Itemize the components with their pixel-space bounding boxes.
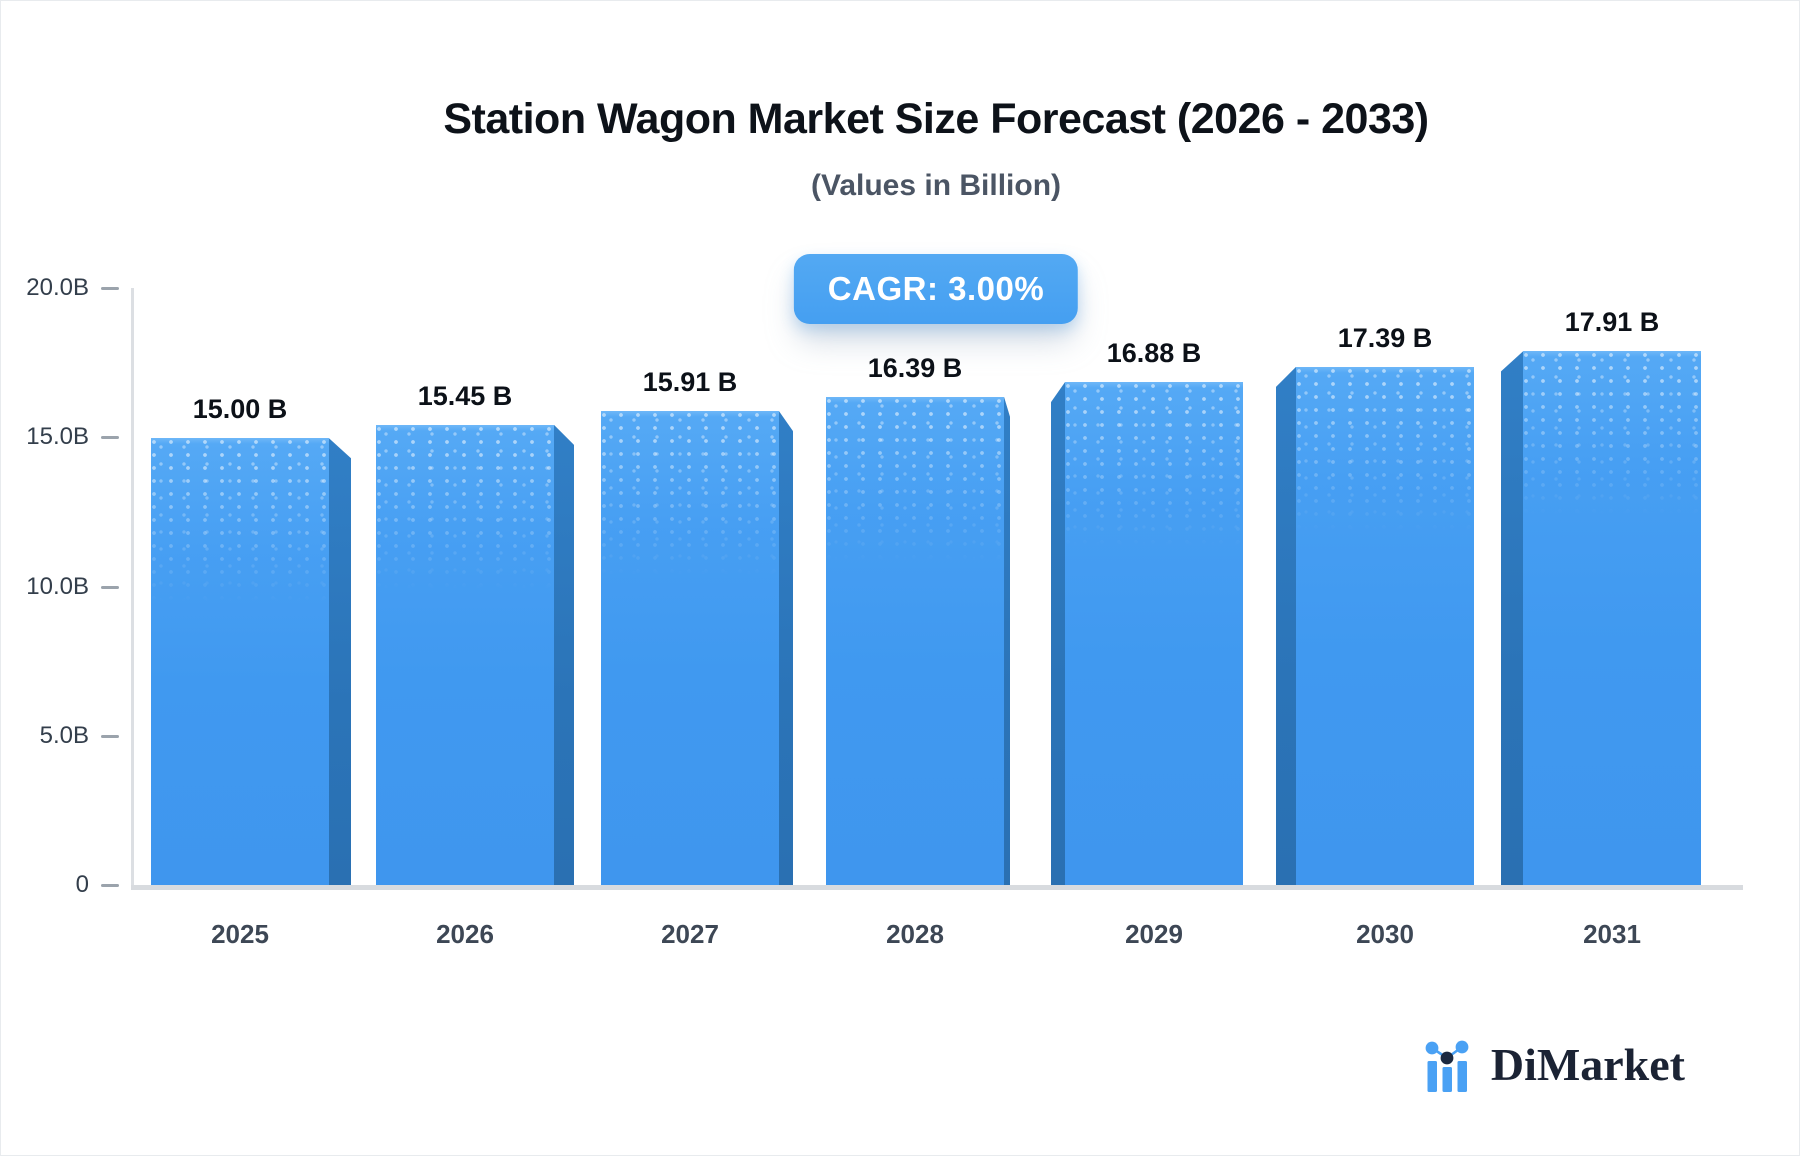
bar-front [601,411,779,885]
y-tick-mark [101,884,119,887]
y-tick-mark [101,287,119,290]
y-tick-label: 15.0B [26,423,89,451]
x-tick-label: 2027 [661,919,719,949]
bar-value-label: 16.88 B [1106,338,1202,369]
bar-front [1065,382,1243,885]
x-tick-label: 2025 [211,919,269,949]
x-tick-label: 2026 [436,919,494,949]
bar-front [376,424,554,885]
bar-side [779,411,793,885]
x-tick-label: 2028 [886,919,944,949]
bar-front [1523,351,1701,885]
dimarket-logo: DiMarket [1425,1037,1685,1093]
bar-front [151,438,329,885]
y-tick-label: 0 [75,871,89,898]
bar-side [1051,382,1065,885]
y-tick-mark [101,585,119,589]
bar-front [1296,366,1474,885]
bar-value-label: 17.39 B [1337,322,1433,353]
bar-value-label: 15.00 B [192,394,288,425]
bar-value-label: 16.39 B [867,352,963,383]
logo-text: DiMarket [1490,1039,1685,1090]
bar-side [554,424,574,885]
y-tick-label: 5.0B [39,721,89,749]
bar-side [1501,351,1523,885]
y-tick-mark [101,734,119,738]
y-axis-line [131,288,134,888]
bar-side [329,438,351,885]
x-tick-label: 2029 [1125,919,1183,949]
bar-side [1276,366,1296,885]
x-tick-label: 2030 [1356,919,1414,949]
y-tick-mark [101,436,119,440]
logo-icon [1425,1040,1469,1092]
x-axis-baseline [131,885,1743,890]
chart-subtitle: (Values in Billion) [810,169,1062,202]
chart-title: Station Wagon Market Size Forecast (2026… [443,95,1429,143]
bar-value-label: 17.91 B [1564,307,1660,338]
bar-side [1004,396,1010,885]
bar-value-label: 15.91 B [642,367,738,398]
bar-value-label: 15.45 B [417,380,513,411]
x-tick-label: 2031 [1583,919,1641,949]
bar-front [826,396,1004,885]
cagr-badge: CAGR: 3.00% [793,254,1079,324]
y-tick-label: 20.0B [26,274,89,301]
y-tick-label: 10.0B [26,572,89,600]
